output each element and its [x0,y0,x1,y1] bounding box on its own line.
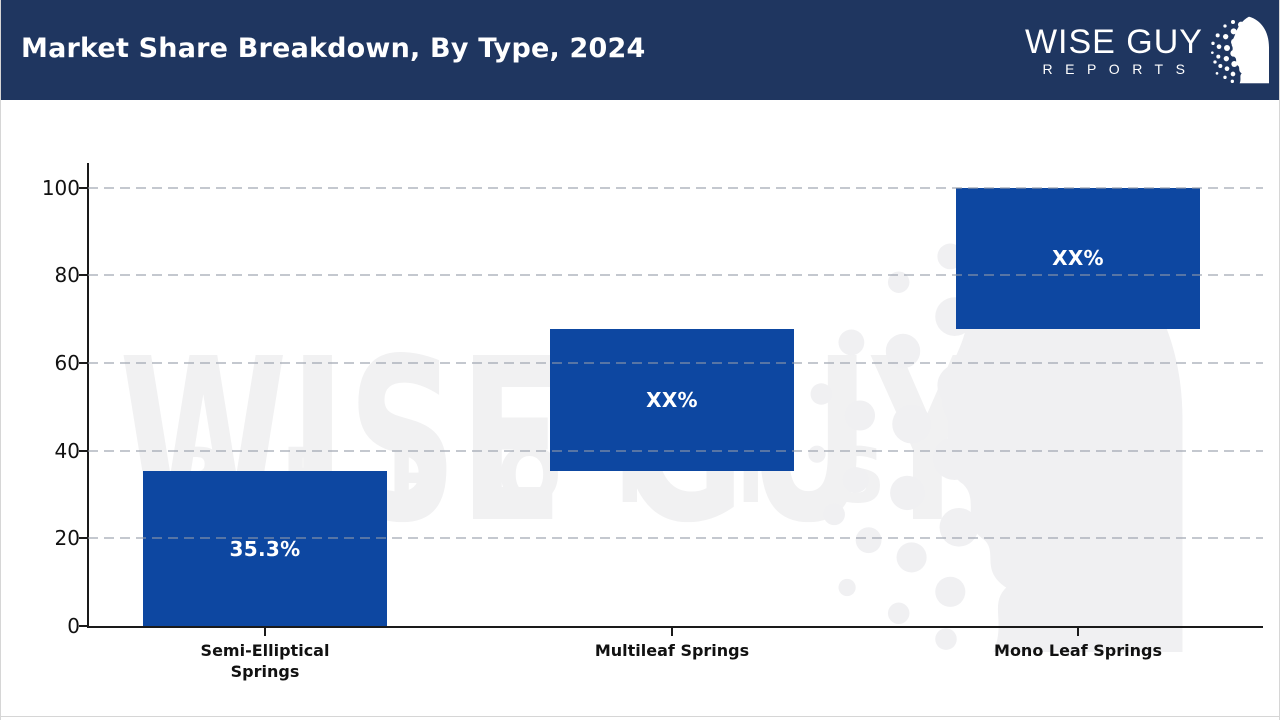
y-tick-label: 20 [54,526,80,551]
gridline [88,274,1263,277]
gridline [88,537,1263,540]
y-tick-mark [79,625,87,627]
header-bar: Market Share Breakdown, By Type, 2024 WI… [1,0,1279,100]
y-tick-label: 60 [54,350,80,375]
x-tick-mark [264,628,266,636]
bar-value-label: 35.3% [229,536,301,561]
x-tick-label: Multileaf Springs [594,641,750,660]
logo-subtitle: REPORTS [1042,60,1198,77]
logo-dotted-head-icon [1209,11,1269,89]
y-tick-label: 100 [41,175,80,200]
gridline [88,361,1263,364]
y-tick-label: 0 [67,614,80,638]
x-tick-mark [671,628,673,636]
bar-segment: XX% [550,329,794,472]
x-tick-label: Semi-Elliptical Springs [200,641,330,682]
y-tick-mark [79,537,87,540]
bar-segment: XX% [956,187,1200,330]
chart-title: Market Share Breakdown, By Type, 2024 [21,33,646,64]
bar-value-label: XX% [646,388,698,413]
x-tick-label: Mono Leaf Springs [994,641,1162,660]
bar-segment: 35.3% [143,471,387,626]
y-axis-line [87,163,89,628]
x-tick-mark [1077,628,1079,636]
gridline [88,186,1263,189]
y-tick-mark [79,361,87,364]
logo-text: WISE GUY REPORTS [1025,25,1203,76]
y-tick-mark [79,274,87,277]
bar-value-label: XX% [1052,246,1104,271]
y-tick-label: 80 [54,263,80,288]
y-tick-label: 40 [54,438,80,463]
wise-guy-reports-logo: WISE GUY REPORTS [1025,8,1269,92]
y-tick-mark [79,449,87,452]
page-bottom-border [1,716,1279,717]
gridline [88,449,1263,452]
logo-wordmark: WISE GUY [1024,22,1203,61]
y-tick-mark [79,186,87,189]
x-axis-line [87,626,1263,628]
